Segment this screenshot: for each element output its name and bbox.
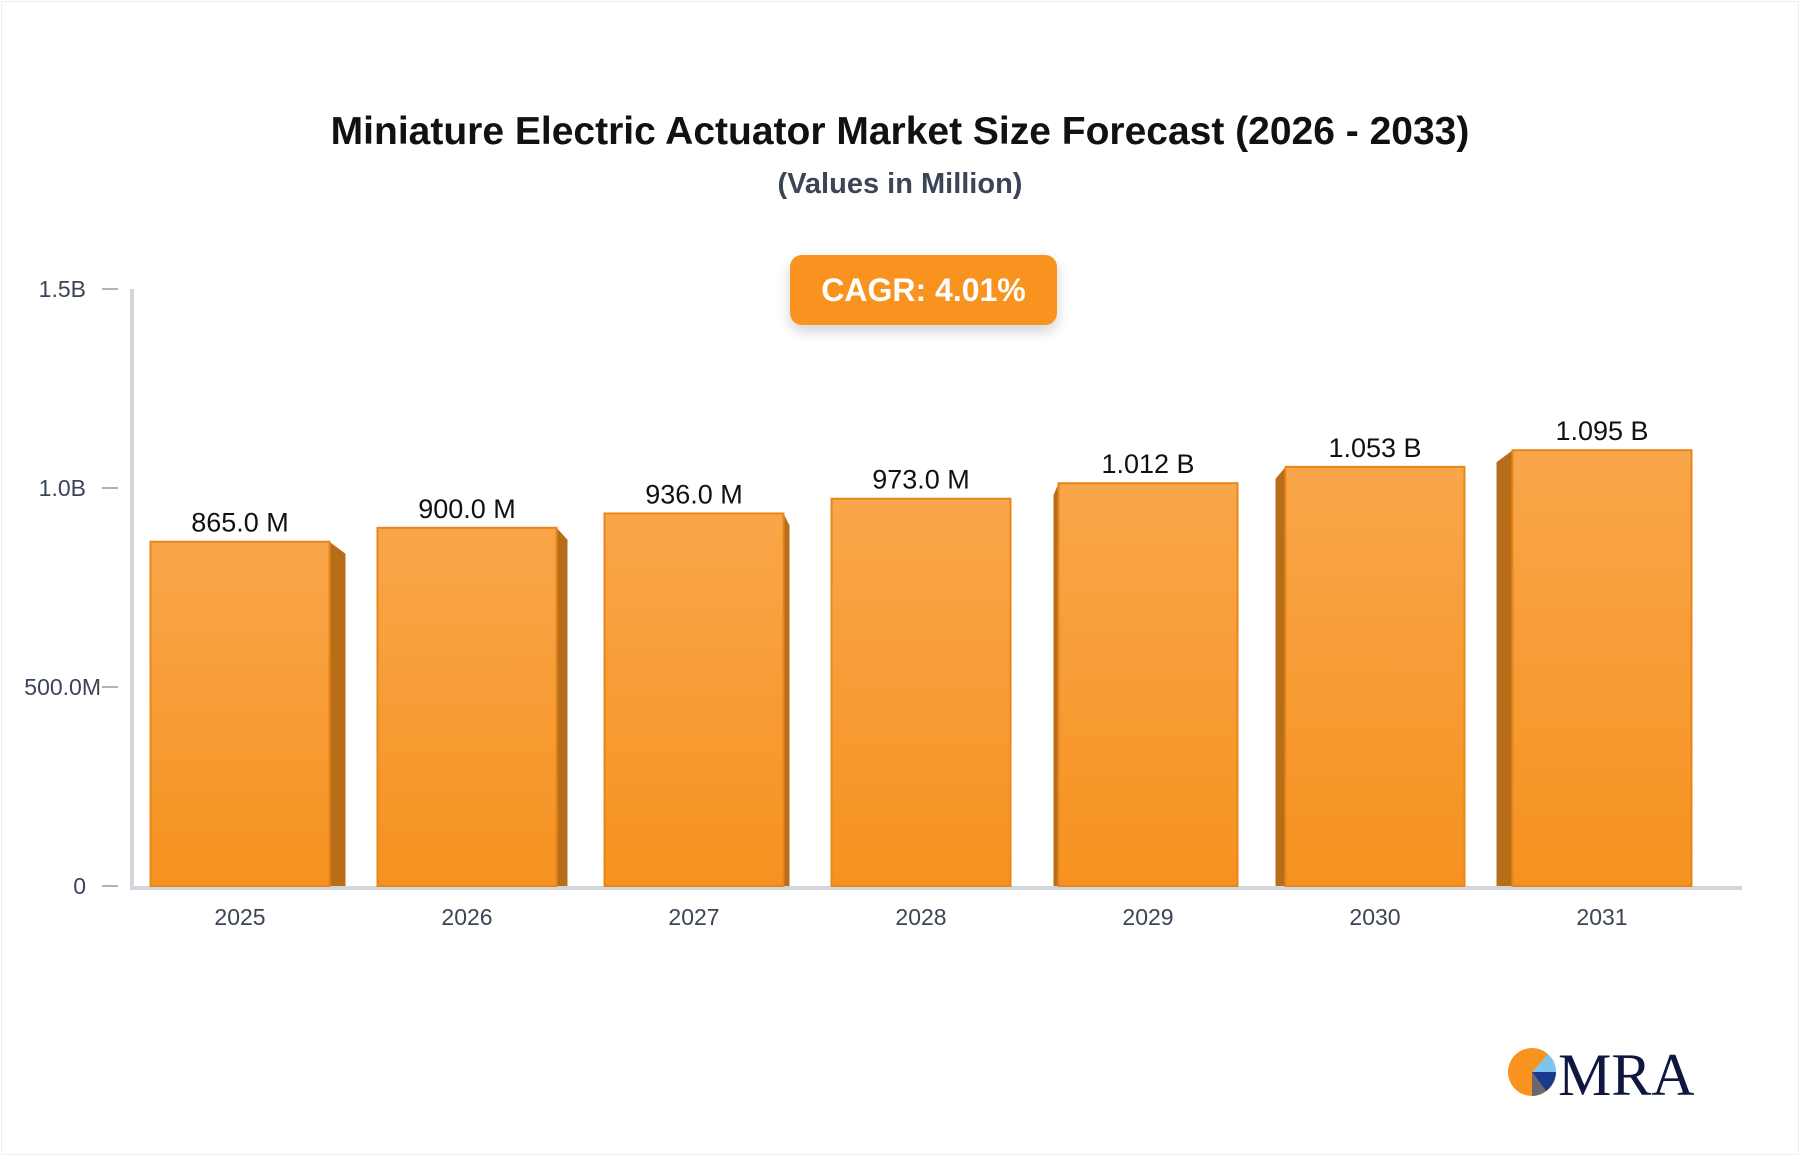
x-tick-label: 2027 xyxy=(668,904,719,930)
bar-2026 xyxy=(376,526,558,887)
y-tick-label: 500.0M xyxy=(24,674,101,700)
data-label: 973.0 M xyxy=(872,465,970,495)
bar-2025 xyxy=(149,540,331,887)
chart-title: Miniature Electric Actuator Market Size … xyxy=(330,110,1470,153)
mra-logo: MRA xyxy=(1504,1040,1694,1100)
bar-side xyxy=(1496,450,1513,886)
bar-2029 xyxy=(1057,482,1239,887)
bar-side xyxy=(329,541,346,886)
y-tick-label: 1.5B xyxy=(39,276,86,302)
x-tick-label: 2028 xyxy=(895,904,946,930)
bar-2027 xyxy=(603,512,785,887)
bar-side xyxy=(1275,466,1286,886)
bar-2030 xyxy=(1284,465,1466,887)
bar-2028 xyxy=(830,497,1012,887)
x-tick-label: 2030 xyxy=(1349,904,1400,930)
data-label: 936.0 M xyxy=(645,479,743,509)
chart-subtitle: (Values in Million) xyxy=(777,168,1023,200)
data-label: 1.095 B xyxy=(1555,416,1648,446)
x-tick-label: 2026 xyxy=(441,904,492,930)
x-tick-label: 2029 xyxy=(1122,904,1173,930)
x-tick-label: 2031 xyxy=(1576,904,1627,930)
x-tick-label: 2025 xyxy=(214,904,265,930)
bar-side xyxy=(556,527,568,886)
y-tick-label: 0 xyxy=(73,873,86,899)
bar-side xyxy=(783,513,790,886)
y-tick-label: 1.0B xyxy=(39,475,86,501)
logo-text: MRA xyxy=(1558,1042,1694,1100)
bar-side xyxy=(1053,483,1059,886)
bar-2031 xyxy=(1511,449,1693,887)
data-label: 1.012 B xyxy=(1101,449,1194,479)
data-label: 865.0 M xyxy=(191,508,289,538)
cagr-badge: CAGR: 4.01% xyxy=(790,255,1057,325)
data-label: 900.0 M xyxy=(418,494,516,524)
data-label: 1.053 B xyxy=(1328,433,1421,463)
